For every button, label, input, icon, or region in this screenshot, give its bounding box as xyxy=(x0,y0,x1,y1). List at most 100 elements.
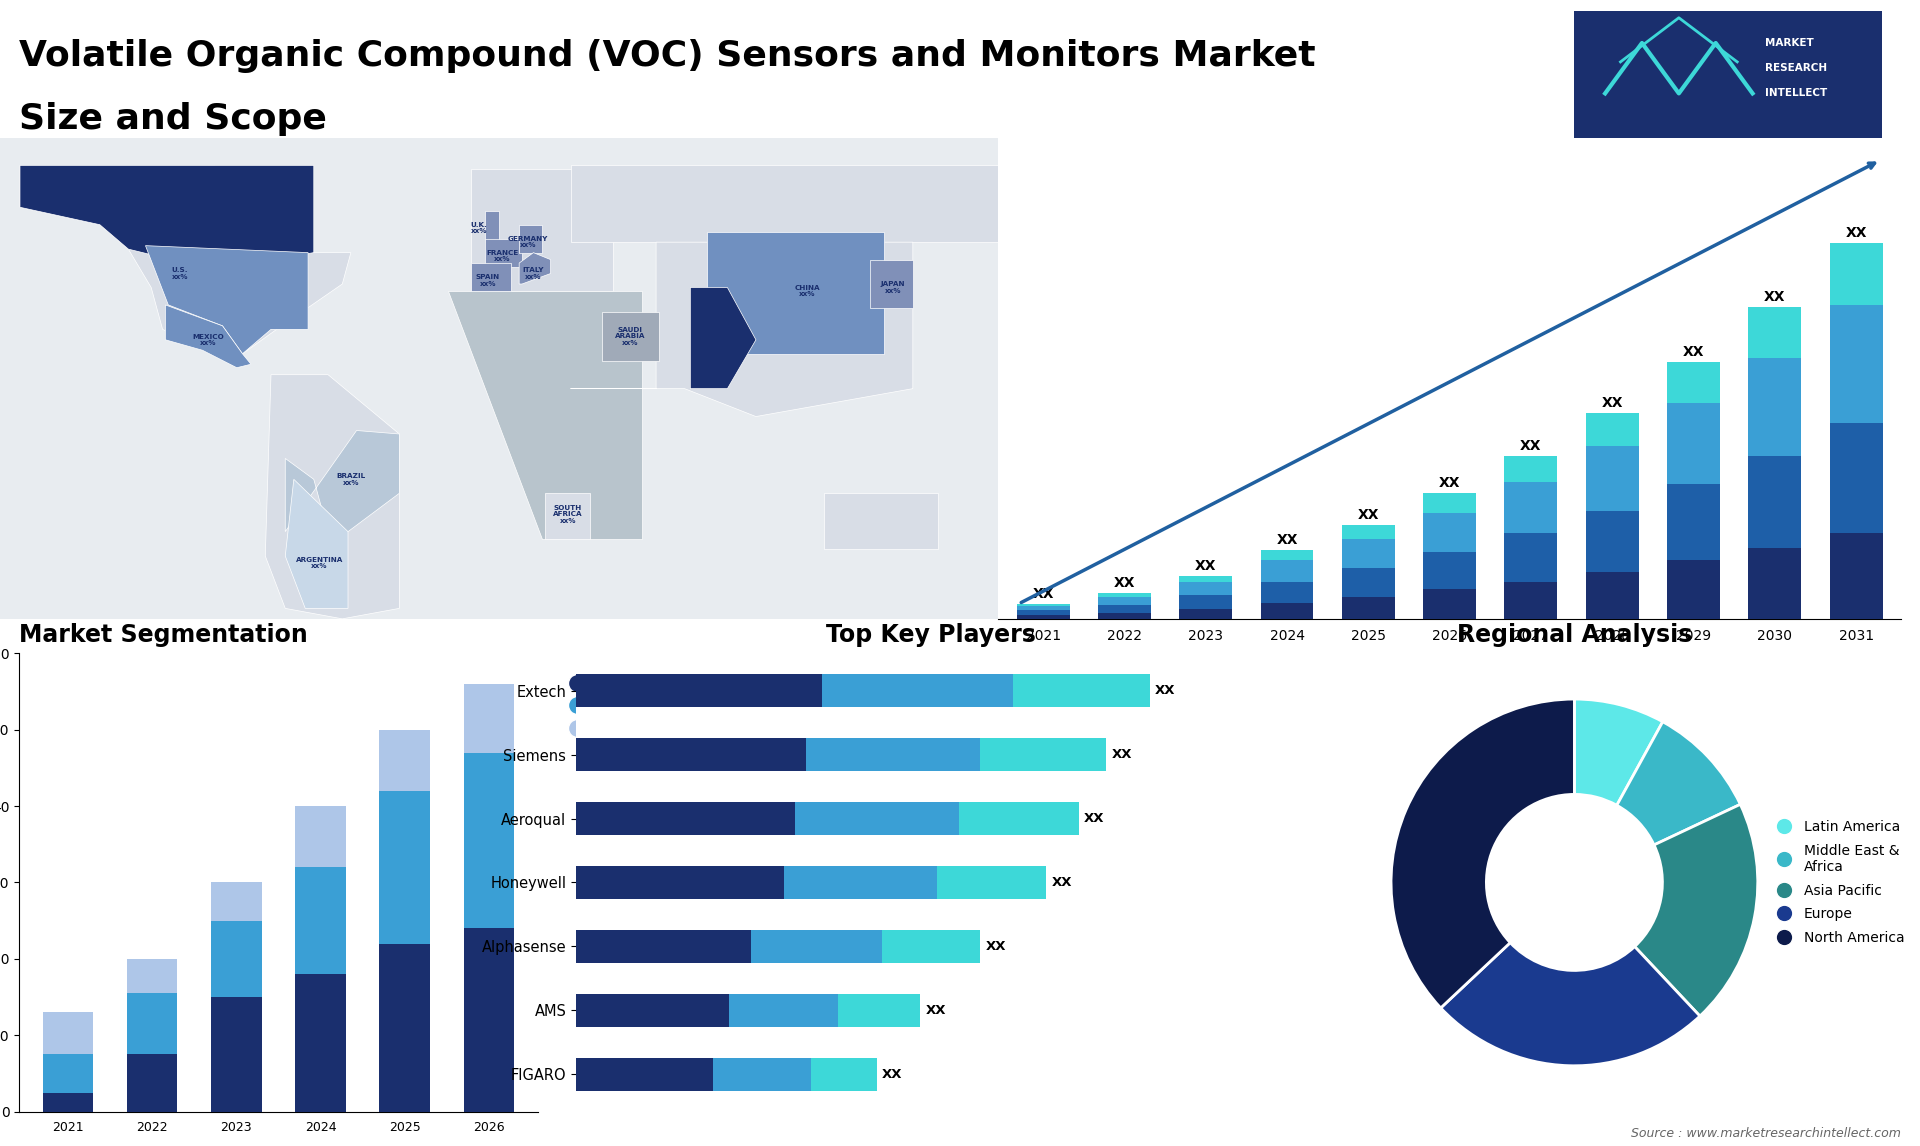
Bar xyxy=(1179,609,1233,619)
Bar xyxy=(211,997,261,1112)
Bar xyxy=(380,943,430,1112)
Bar xyxy=(1586,414,1638,447)
Bar xyxy=(127,994,177,1054)
Text: INTELLECT: INTELLECT xyxy=(1764,88,1828,99)
Text: XX: XX xyxy=(1156,684,1175,697)
Bar xyxy=(712,1058,810,1091)
Bar xyxy=(463,684,515,753)
Wedge shape xyxy=(1574,699,1663,806)
Wedge shape xyxy=(1634,804,1757,1017)
Bar xyxy=(1342,525,1394,539)
Bar xyxy=(795,802,958,835)
Bar xyxy=(1018,615,1069,619)
Text: ITALY
xx%: ITALY xx% xyxy=(522,267,543,280)
Text: Volatile Organic Compound (VOC) Sensors and Monitors Market: Volatile Organic Compound (VOC) Sensors … xyxy=(19,39,1315,72)
Text: XX: XX xyxy=(1194,558,1217,573)
Bar xyxy=(1830,423,1882,533)
Bar xyxy=(1830,306,1882,423)
Bar xyxy=(1261,560,1313,582)
Text: XX: XX xyxy=(1114,576,1135,590)
Title: Regional Analysis: Regional Analysis xyxy=(1457,623,1692,647)
Bar xyxy=(1505,456,1557,481)
Text: FRANCE
xx%: FRANCE xx% xyxy=(486,250,518,262)
Bar xyxy=(751,929,881,963)
Bar xyxy=(958,802,1079,835)
Bar xyxy=(463,753,515,928)
Polygon shape xyxy=(286,479,348,609)
Text: XX: XX xyxy=(925,1004,947,1017)
Text: XX: XX xyxy=(985,940,1006,952)
Text: CANADA
xx%: CANADA xx% xyxy=(182,183,217,196)
Polygon shape xyxy=(601,312,659,361)
Text: U.S.
xx%: U.S. xx% xyxy=(171,267,188,280)
Bar xyxy=(1667,484,1720,560)
Bar xyxy=(1098,594,1150,597)
Polygon shape xyxy=(447,291,641,539)
Bar xyxy=(1423,494,1476,513)
Text: XX: XX xyxy=(1764,290,1786,305)
Circle shape xyxy=(1486,794,1663,971)
Wedge shape xyxy=(1617,722,1740,845)
Bar xyxy=(1098,613,1150,619)
Bar xyxy=(1018,606,1069,610)
Polygon shape xyxy=(518,225,541,252)
FancyBboxPatch shape xyxy=(1574,11,1882,138)
Wedge shape xyxy=(1392,699,1574,1008)
Bar xyxy=(1014,674,1150,707)
Bar xyxy=(1179,582,1233,595)
Bar xyxy=(881,929,981,963)
Bar xyxy=(1179,595,1233,609)
Text: XX: XX xyxy=(1277,533,1298,547)
Text: XX: XX xyxy=(1682,345,1705,359)
Legend: Latin America, Middle East &
Africa, Asia Pacific, Europe, North America: Latin America, Middle East & Africa, Asi… xyxy=(1764,815,1910,950)
Wedge shape xyxy=(1440,943,1699,1066)
Text: XX: XX xyxy=(881,1068,902,1081)
Polygon shape xyxy=(486,211,499,242)
Bar xyxy=(380,791,430,943)
Bar xyxy=(1749,359,1801,456)
Text: SAUDI
ARABIA
xx%: SAUDI ARABIA xx% xyxy=(614,327,645,346)
Bar xyxy=(1423,589,1476,619)
Bar xyxy=(1261,550,1313,560)
Text: INDIA
xx%: INDIA xx% xyxy=(707,333,730,346)
Bar xyxy=(1018,610,1069,615)
Bar xyxy=(296,974,346,1112)
Text: MARKET: MARKET xyxy=(1764,38,1814,48)
Bar xyxy=(1505,481,1557,533)
Text: SPAIN
xx%: SPAIN xx% xyxy=(476,274,499,286)
Bar xyxy=(1261,582,1313,603)
Bar xyxy=(1342,597,1394,619)
Text: GERMANY
xx%: GERMANY xx% xyxy=(507,236,547,249)
Polygon shape xyxy=(824,493,939,549)
Polygon shape xyxy=(470,264,511,291)
Bar xyxy=(730,994,839,1027)
Bar xyxy=(1342,568,1394,597)
Text: Market Segmentation: Market Segmentation xyxy=(19,623,307,647)
Bar xyxy=(576,802,795,835)
Text: SOUTH
AFRICA
xx%: SOUTH AFRICA xx% xyxy=(553,504,582,524)
Bar xyxy=(127,1054,177,1112)
Bar xyxy=(1098,597,1150,605)
Bar xyxy=(1505,533,1557,582)
Bar xyxy=(380,730,430,791)
Text: XX: XX xyxy=(1112,748,1133,761)
Text: XX: XX xyxy=(1033,587,1054,602)
Bar xyxy=(937,865,1046,900)
Bar xyxy=(296,868,346,974)
Bar xyxy=(806,738,981,771)
Polygon shape xyxy=(518,252,551,284)
Polygon shape xyxy=(165,305,252,368)
Bar xyxy=(1667,362,1720,403)
Text: Source : www.marketresearchintellect.com: Source : www.marketresearchintellect.com xyxy=(1630,1128,1901,1140)
Text: XX: XX xyxy=(1085,813,1104,825)
Text: XX: XX xyxy=(1521,439,1542,453)
Bar xyxy=(463,928,515,1112)
Text: XX: XX xyxy=(1601,397,1622,410)
Bar xyxy=(1423,552,1476,589)
Text: U.K.
xx%: U.K. xx% xyxy=(470,222,488,235)
Bar xyxy=(1749,548,1801,619)
Text: BRAZIL
xx%: BRAZIL xx% xyxy=(336,473,365,486)
Text: XX: XX xyxy=(1438,477,1461,490)
Bar xyxy=(1586,511,1638,572)
Bar xyxy=(981,738,1106,771)
